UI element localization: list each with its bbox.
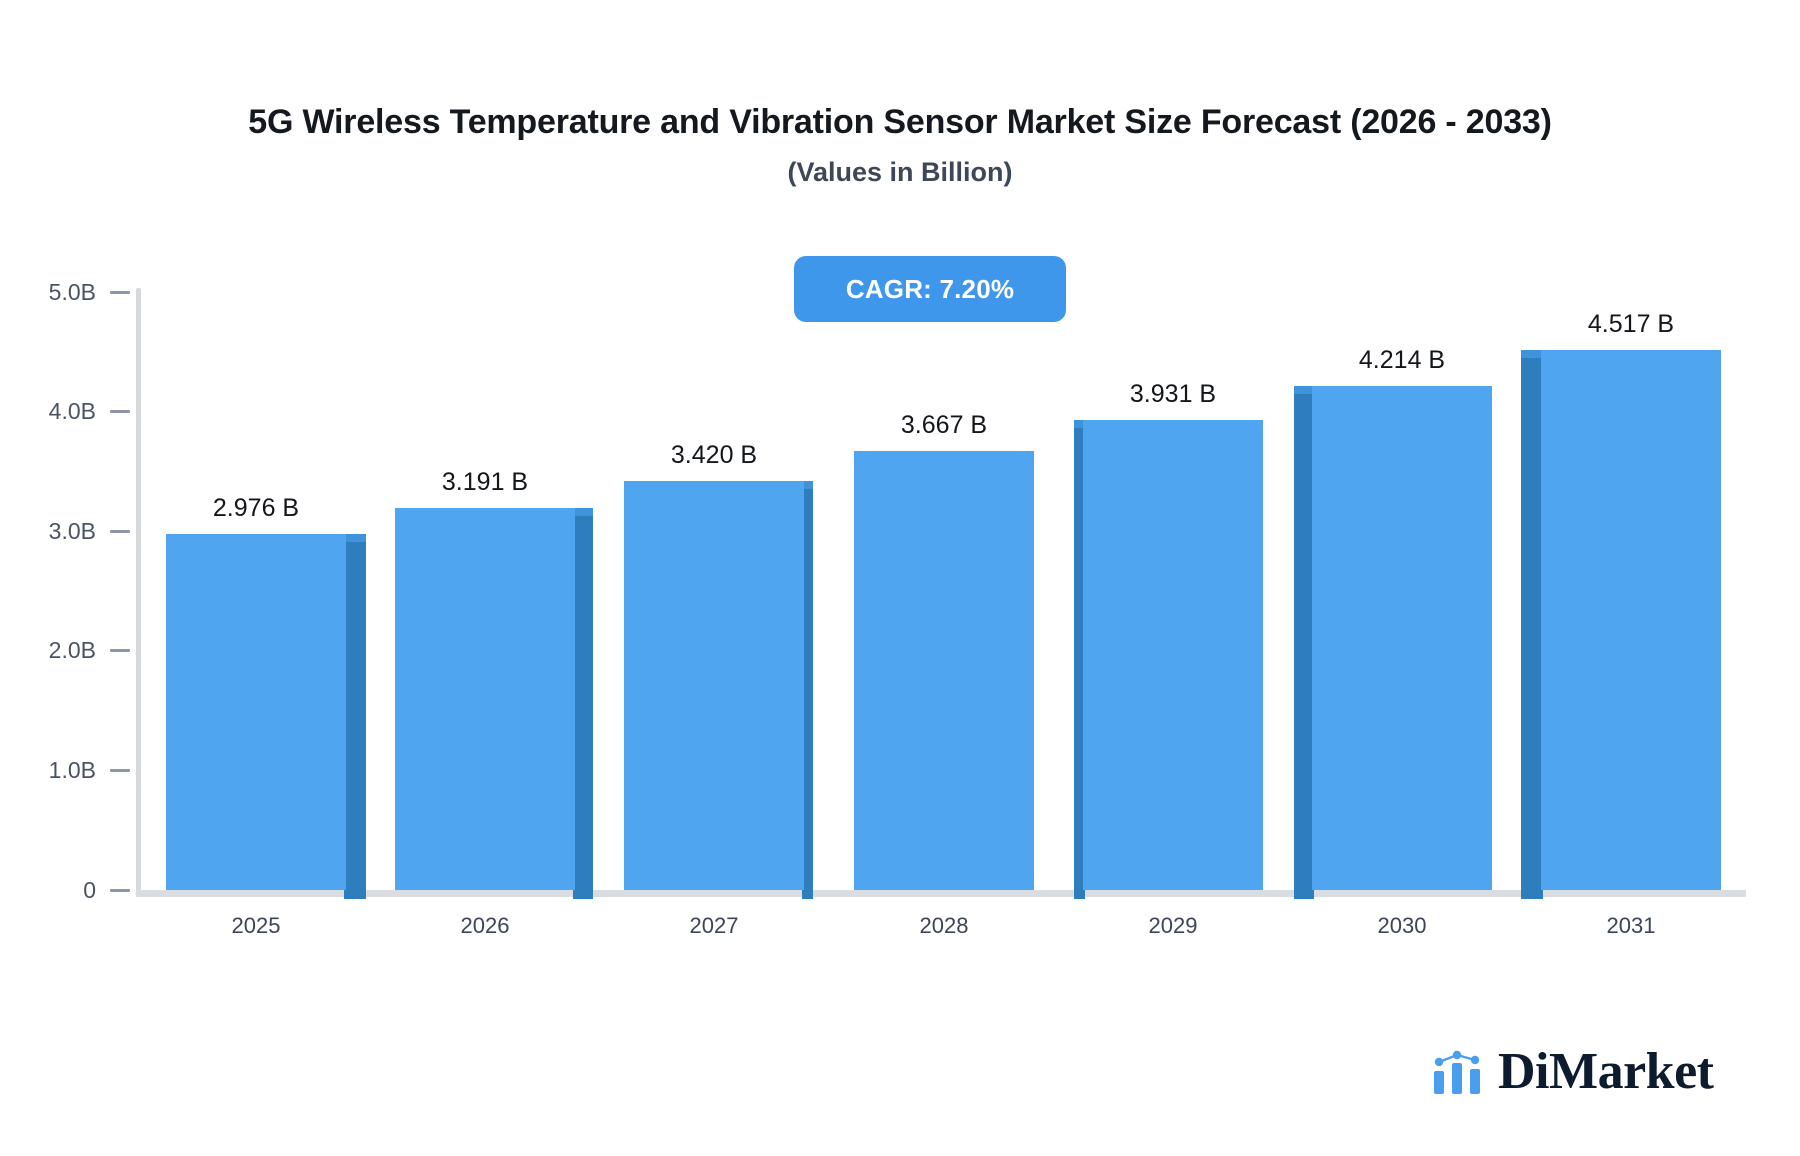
bar-value-label: 4.517 B (1587, 309, 1675, 338)
title-block: 5G Wireless Temperature and Vibration Se… (0, 102, 1800, 188)
bar-value-label: 3.667 B (900, 411, 988, 440)
x-axis-tick-label: 2029 (1148, 913, 1198, 938)
bar-top-face (1521, 349, 1543, 358)
x-axis-tick-label: 2026 (460, 913, 510, 938)
x-axis-tick-label: 2028 (919, 913, 969, 938)
y-axis-tick: 1.0B (18, 756, 130, 784)
y-axis-tick-label: 1.0B (48, 756, 96, 783)
bar-side-face (573, 512, 593, 899)
y-axis-tick-label: 4.0B (48, 398, 96, 425)
bar-value-label: 4.214 B (1358, 346, 1446, 374)
y-axis-tick-label: 0 (83, 876, 96, 903)
y-axis-tick: 3.0B (18, 517, 130, 545)
bar-top-face (802, 480, 813, 489)
bar-top-face (344, 534, 366, 543)
bar-top-face (1294, 386, 1314, 394)
bar-chart-logo-icon (1432, 1049, 1484, 1095)
bar-side-face (802, 484, 813, 899)
cagr-badge-label: CAGR: 7.20% (845, 273, 1015, 304)
bar-front-face (624, 480, 804, 890)
x-axis-tick-label: 2031 (1606, 913, 1656, 938)
bar-value-label: 3.420 B (670, 440, 758, 469)
bar-top-face (573, 508, 593, 517)
bar-top-face (1074, 419, 1085, 428)
bar-side-face (1521, 353, 1543, 899)
bar-front-face (1312, 386, 1492, 890)
y-axis-tick: 5.0B (18, 278, 130, 306)
bar-front-face (854, 451, 1034, 890)
y-axis-line (136, 288, 141, 896)
x-axis-tick-label: 2025 (231, 913, 281, 938)
logo-text: DiMarket (1498, 1043, 1714, 1100)
cagr-badge: CAGR: 7.20% (794, 256, 1066, 322)
bar-front-face (395, 508, 575, 890)
y-axis-tick-mark (110, 410, 130, 414)
y-axis-tick-mark (110, 290, 130, 294)
bar-value-label: 3.191 B (441, 468, 529, 497)
x-axis-tick-label: 2030 (1377, 913, 1427, 938)
bar-front-face (1541, 349, 1721, 890)
bar-side-face (1294, 390, 1314, 899)
x-axis-line (136, 890, 1746, 897)
y-axis-tick-mark (110, 768, 130, 772)
y-axis-tick-label: 5.0B (48, 278, 96, 305)
page-title: 5G Wireless Temperature and Vibration Se… (248, 103, 1552, 141)
y-axis-tick-mark (110, 529, 130, 533)
y-axis-tick-label: 2.0B (48, 637, 96, 664)
chart-subtitle: (Values in Billion) (787, 157, 1013, 187)
x-axis-tick-label: 2027 (689, 913, 739, 938)
y-axis-tick: 4.0B (18, 398, 130, 426)
bar-front-face (166, 534, 346, 890)
bar-value-label: 3.931 B (1129, 379, 1217, 408)
bar-side-face (1074, 423, 1085, 899)
bar-front-face (1083, 419, 1263, 890)
y-axis-tick: 0 (18, 876, 130, 904)
y-axis-tick-mark (110, 888, 130, 892)
y-axis-tick-mark (110, 649, 130, 653)
bar-side-face (344, 538, 366, 899)
logo: DiMarket (1432, 1043, 1714, 1100)
y-axis-tick: 2.0B (18, 637, 130, 665)
bar-value-label: 2.976 B (212, 494, 300, 523)
y-axis-tick-label: 3.0B (48, 517, 96, 544)
